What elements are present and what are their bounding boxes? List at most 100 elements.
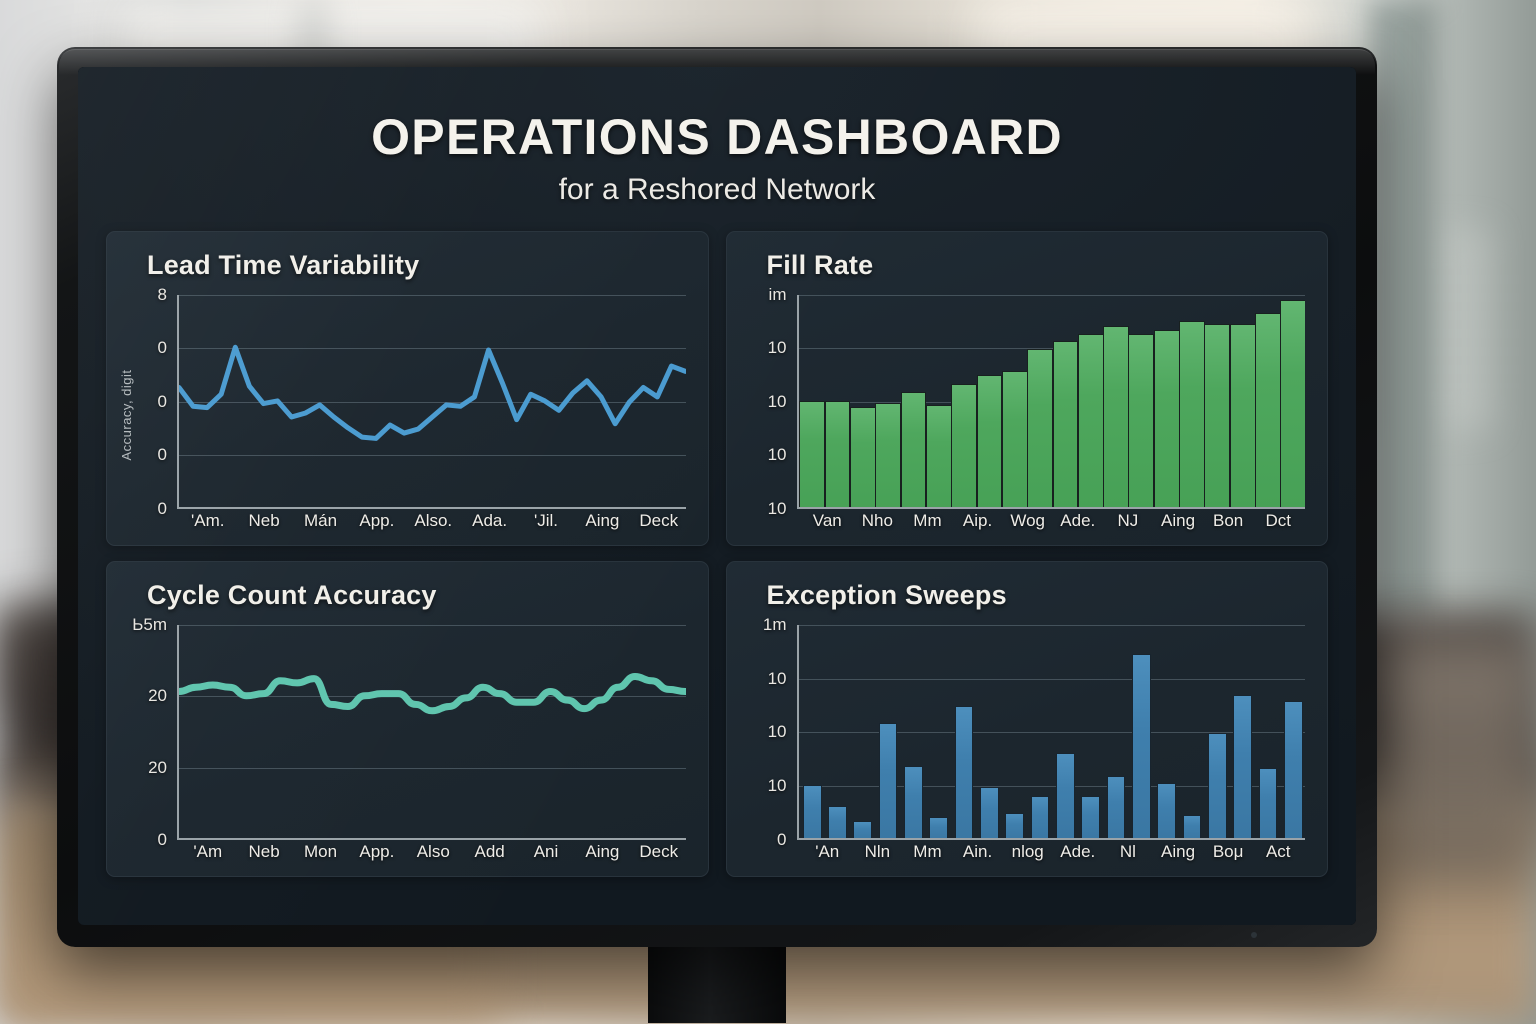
- x-axis-tick-label: Also: [416, 841, 450, 861]
- panel-cycle-count-accuracy[interactable]: Cycle Count Accuracy Ь5m 20 20 0 'Am Neb Mon A…: [106, 561, 709, 877]
- chart-fill-rate: im 10 10 10 10 Van Nho Mm Aip. Wog Ade. NJ Aing Bon D…: [745, 285, 1310, 536]
- x-axis-tick-label: Mm: [913, 511, 942, 530]
- x-axis-tick-label: 'Am: [193, 841, 223, 861]
- bar: [1077, 334, 1104, 509]
- y-axis-tick-label: 10: [767, 499, 787, 518]
- x-axis-tick-label: Aing: [585, 841, 620, 861]
- bar: [1001, 370, 1028, 509]
- y-axis-tick-label: 0: [157, 499, 167, 518]
- y-axis-tick-label: 10: [767, 338, 787, 358]
- x-axis-tick-label: Neb: [248, 841, 280, 861]
- bar: [1103, 325, 1129, 509]
- x-axis-tick-label: Act: [1265, 841, 1291, 861]
- panel-fill-rate[interactable]: Fill Rate im 10 10 10 10 Van Nho Mm Aip. Wog Ade.…: [725, 230, 1328, 546]
- x-axis-tick-label: Mán: [303, 511, 338, 530]
- plot-area: [796, 294, 1305, 509]
- y-axis-tick-label: 10: [767, 722, 787, 742]
- background-chair: [1380, 640, 1536, 880]
- y-axis-tick-label: 10: [767, 445, 787, 465]
- bar: [980, 787, 999, 840]
- x-axis-ticks: Van Nho Mm Aip. Wog Ade. NJ Aing Bon Dct: [797, 511, 1310, 535]
- x-axis-line: [177, 837, 686, 840]
- gridline: [798, 785, 1305, 787]
- bar: [1204, 323, 1231, 509]
- bar: [929, 817, 949, 840]
- y-axis-ticks: im 10 10 10 10: [745, 285, 791, 519]
- bar: [824, 400, 851, 509]
- dashboard: OPERATIONS DASHBOARD for a Reshored Netw…: [78, 67, 1356, 925]
- x-axis-tick-label: Mm: [913, 841, 942, 861]
- x-axis-tick-label: Dct: [1265, 511, 1292, 530]
- panel-title: Exception Sweeps: [766, 580, 1007, 610]
- gridline: [179, 696, 686, 698]
- bar: [1208, 733, 1227, 840]
- x-axis-tick-label: Ade.: [1060, 511, 1096, 530]
- panel-exception-sweeps[interactable]: Exception Sweeps 1m 10 10 10 0 'An Nln Mm Ain. n…: [725, 561, 1328, 877]
- y-axis-tick-label: 0: [157, 445, 167, 465]
- x-axis-tick-label: Ain.: [962, 841, 993, 861]
- x-axis-tick-label: Add: [474, 841, 505, 861]
- x-axis-tick-label: Also.: [414, 511, 453, 530]
- panel-title: Cycle Count Accuracy: [147, 580, 437, 610]
- bar: [1052, 340, 1079, 509]
- y-axis-ticks: 1m 10 10 10 0: [745, 615, 791, 849]
- x-axis-tick-label: NJ: [1117, 511, 1139, 530]
- y-axis-tick-label: 10: [767, 775, 787, 795]
- x-axis-ticks: 'Am. Neb Mán App. Also. Ada. 'Jil. Aing Deck: [177, 511, 690, 535]
- bar: [1258, 767, 1278, 840]
- bar: [900, 392, 927, 509]
- bar: [875, 402, 902, 509]
- y-axis-tick-label: 8: [157, 284, 167, 304]
- y-axis-tick-label: 10: [767, 391, 787, 411]
- x-axis-tick-label: App.: [359, 511, 395, 530]
- plot-area: [796, 625, 1305, 840]
- bar: [976, 375, 1003, 509]
- x-axis-tick-label: Ada.: [472, 511, 508, 530]
- y-axis-tick-label: 0: [157, 829, 167, 849]
- bar: [1283, 701, 1303, 840]
- bar: [1056, 752, 1075, 840]
- bar: [802, 784, 822, 840]
- x-axis-ticks: 'Am Neb Mon App. Also Add Ani Aing Deck: [177, 842, 690, 866]
- y-axis-tick-label: 20: [148, 686, 167, 706]
- gridline: [798, 678, 1305, 680]
- bar: [1081, 795, 1101, 840]
- page-subtitle: for a Reshored Network: [558, 172, 876, 206]
- x-axis-line: [796, 507, 1305, 509]
- bar: [1182, 814, 1202, 840]
- x-axis-tick-label: Ade.: [1060, 841, 1096, 861]
- bar: [1030, 795, 1050, 840]
- monitor-stand-neck: [648, 945, 786, 1023]
- x-axis-tick-label: 'Jil.: [533, 511, 559, 530]
- x-axis-tick-label: Nln: [864, 841, 891, 861]
- x-axis-tick-label: 'An: [815, 841, 840, 861]
- gridline: [798, 625, 1305, 626]
- y-axis-tick-label: 0: [157, 338, 167, 358]
- bar: [853, 821, 873, 840]
- bar: [1233, 694, 1253, 840]
- bar: [954, 705, 974, 840]
- monitor-bezel: OPERATIONS DASHBOARD for a Reshored Netw…: [57, 47, 1377, 947]
- bar: [1153, 329, 1180, 509]
- x-axis-ticks: 'An Nln Mm Ain. nlog Ade. Nl Aing Boμ Act: [797, 842, 1310, 866]
- power-led-icon: [1251, 932, 1257, 938]
- bar: [828, 806, 847, 840]
- gridline: [179, 401, 686, 403]
- bar: [1229, 323, 1256, 509]
- line-series: [179, 295, 686, 510]
- line-series: [179, 625, 686, 840]
- background-mullion-right: [1372, 0, 1434, 620]
- line-path: [179, 347, 686, 438]
- gridline: [179, 625, 686, 626]
- y-axis-tick-label: 0: [777, 829, 787, 849]
- y-axis-tick-label: 20: [148, 757, 167, 777]
- x-axis-tick-label: Nho: [861, 511, 893, 530]
- chart-cycle-count-accuracy: Ь5m 20 20 0 'Am Neb Mon App. Also Add Ani Aing Deck: [125, 615, 690, 866]
- x-axis-tick-label: Mon: [303, 841, 338, 861]
- x-axis-line: [177, 507, 686, 509]
- plot-area: [177, 625, 686, 840]
- y-axis-tick-label: 10: [767, 668, 787, 688]
- panel-title: Fill Rate: [766, 249, 874, 280]
